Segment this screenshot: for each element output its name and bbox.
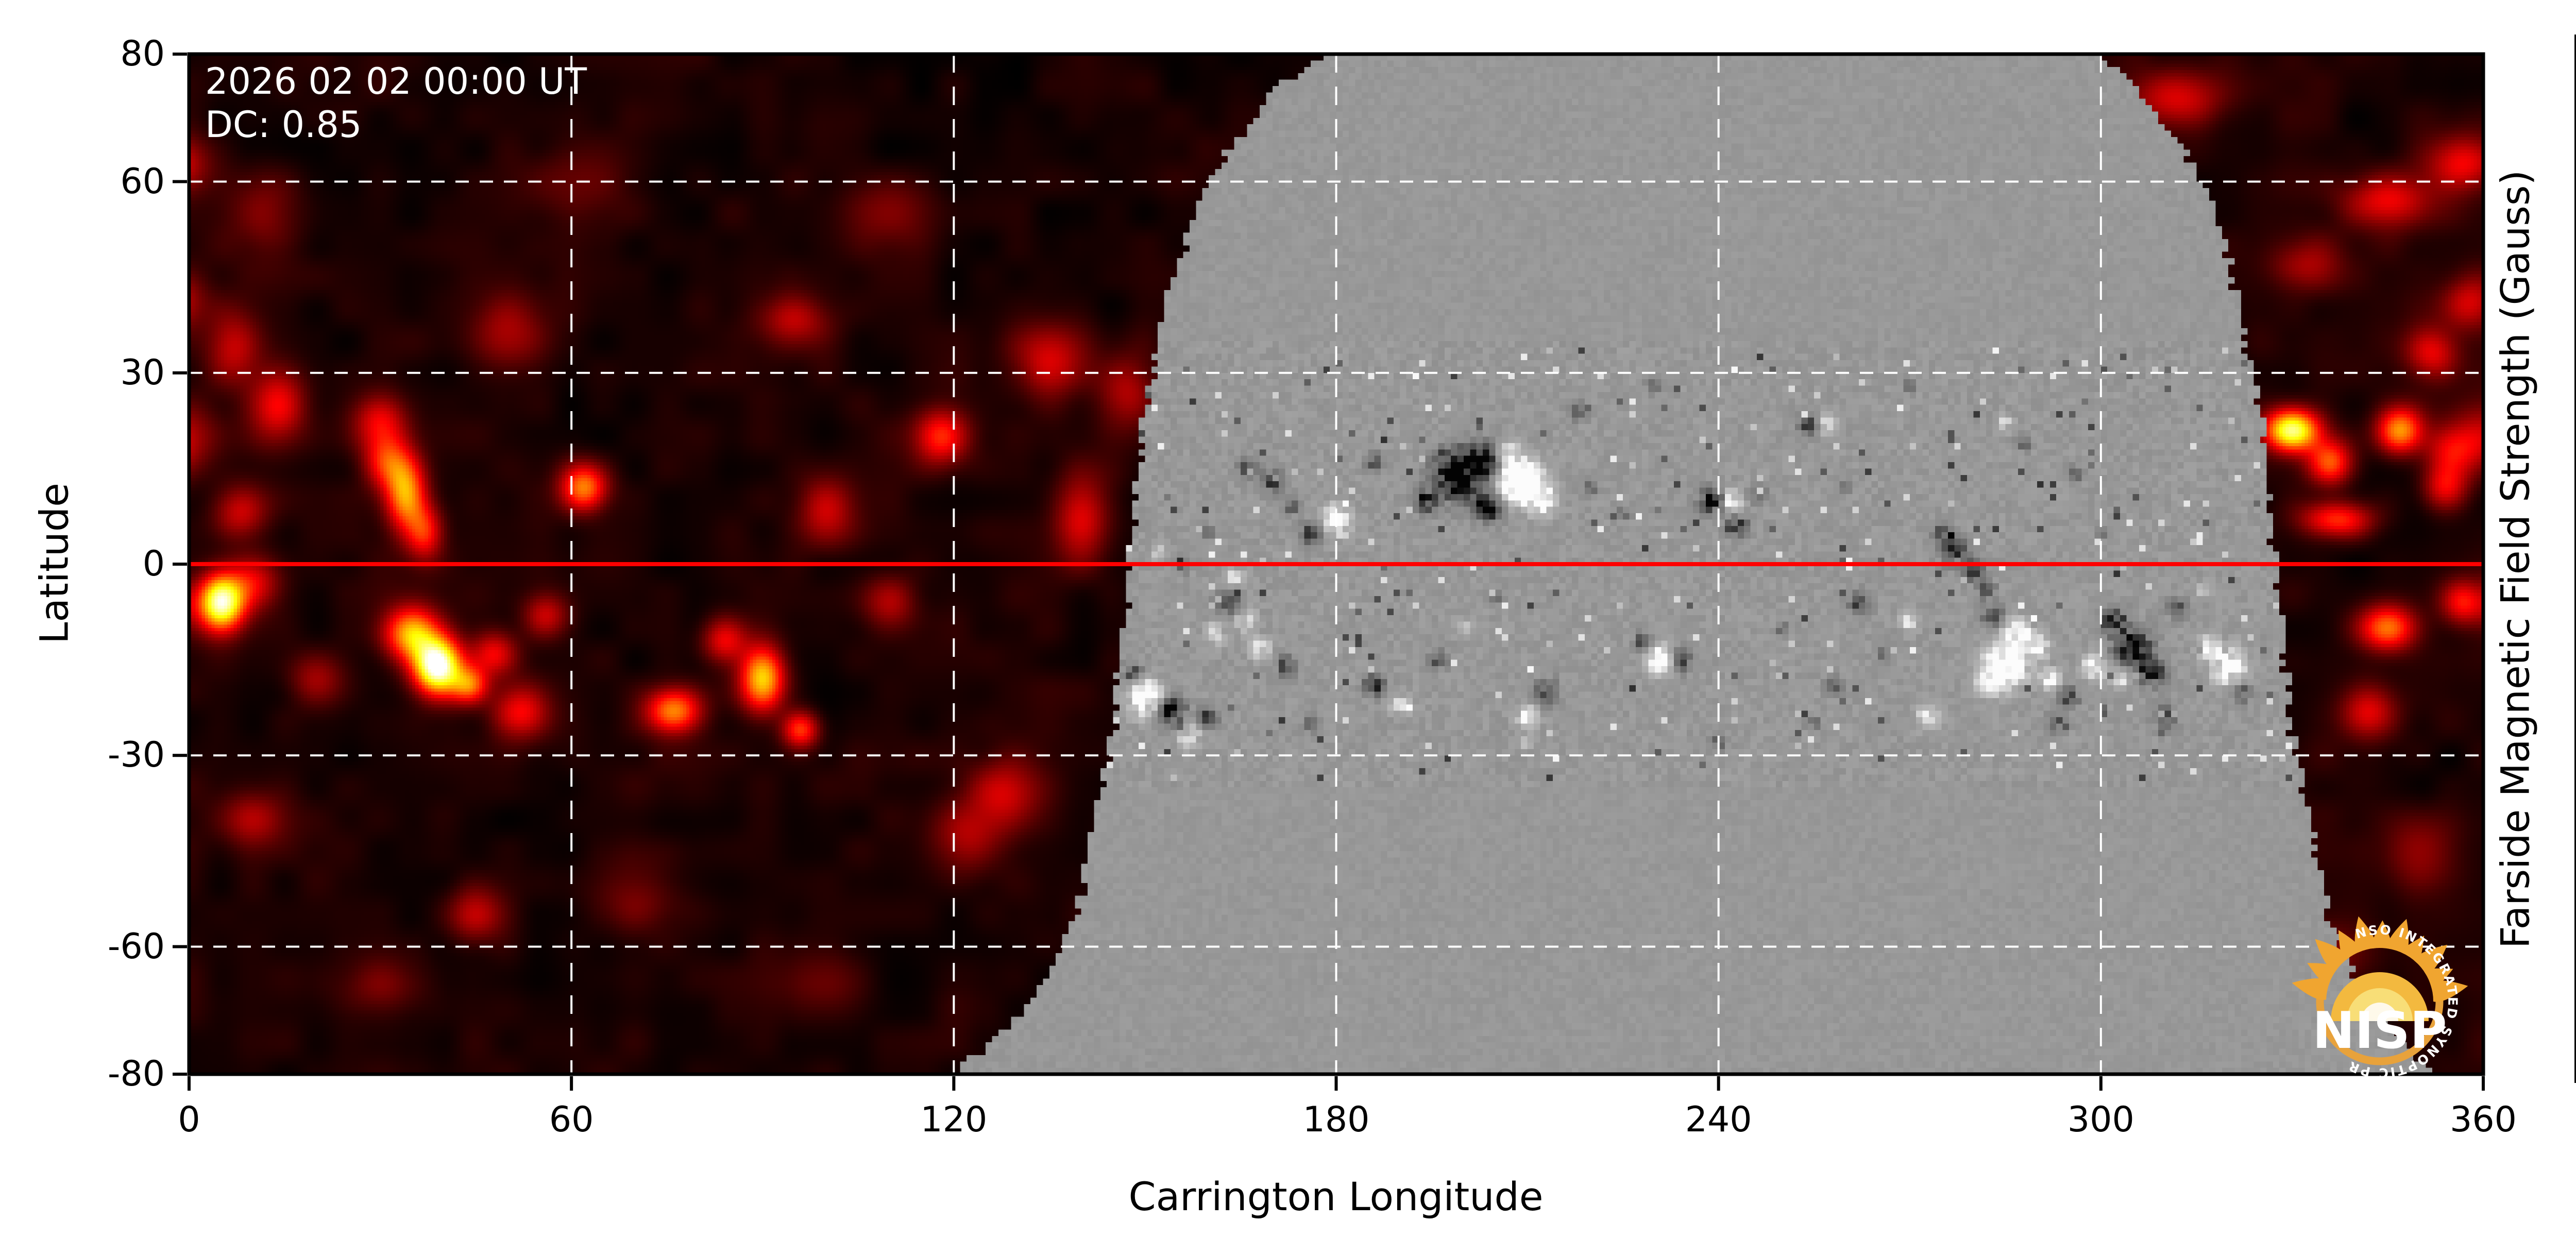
magnetic-field-map-canvas (189, 54, 2483, 1074)
y-tick-label--30: -30 (107, 735, 165, 776)
farside-colorbar-title: Farside Magnetic Field Strength (Gauss) (2492, 169, 2538, 949)
logo-flame-petal (2414, 944, 2448, 975)
logo-dome-core (2361, 1003, 2398, 1021)
y-tick-label-0: 0 (142, 544, 165, 584)
logo-flame-petal (2354, 916, 2377, 953)
nisp-logo: NISP NSO INTEGRATED SYNOPTIC PROGRAM (2291, 913, 2468, 1080)
x-tick-label-180: 180 (1302, 1099, 1370, 1140)
x-tick-label-60: 60 (549, 1099, 594, 1140)
x-tick-label-300: 300 (2067, 1099, 2134, 1140)
y-tick-label-80: 80 (120, 33, 165, 74)
x-tick-label-360: 360 (2450, 1099, 2517, 1140)
x-tick-label-0: 0 (178, 1099, 200, 1140)
logo-flame-petal (2338, 930, 2362, 961)
x-tick-label-240: 240 (1685, 1099, 1752, 1140)
y-tick-label--60: -60 (107, 926, 165, 967)
logo-flame-petal (2430, 980, 2468, 1002)
y-tick-label-60: 60 (120, 161, 165, 202)
logo-flame-petal (2315, 939, 2348, 972)
map-datetime: 2026 02 02 00:00 UT (205, 60, 587, 103)
logo-flame-petal (2292, 978, 2330, 1000)
farside-colorbar (2574, 35, 2576, 1083)
logo-flame-petal (2371, 920, 2392, 949)
logo-flames (2292, 916, 2468, 1002)
x-tick-label-120: 120 (920, 1099, 988, 1140)
y-tick-label--80: -80 (107, 1054, 165, 1094)
x-axis-title: Carrington Longitude (1128, 1174, 1544, 1219)
y-tick-label-30: 30 (120, 352, 165, 393)
duty-cycle-value: DC: 0.85 (205, 104, 362, 146)
logo-acronym: NISP (2313, 1002, 2447, 1060)
logo-flame-petal (2307, 963, 2338, 985)
logo-flame-petal (2387, 919, 2409, 955)
